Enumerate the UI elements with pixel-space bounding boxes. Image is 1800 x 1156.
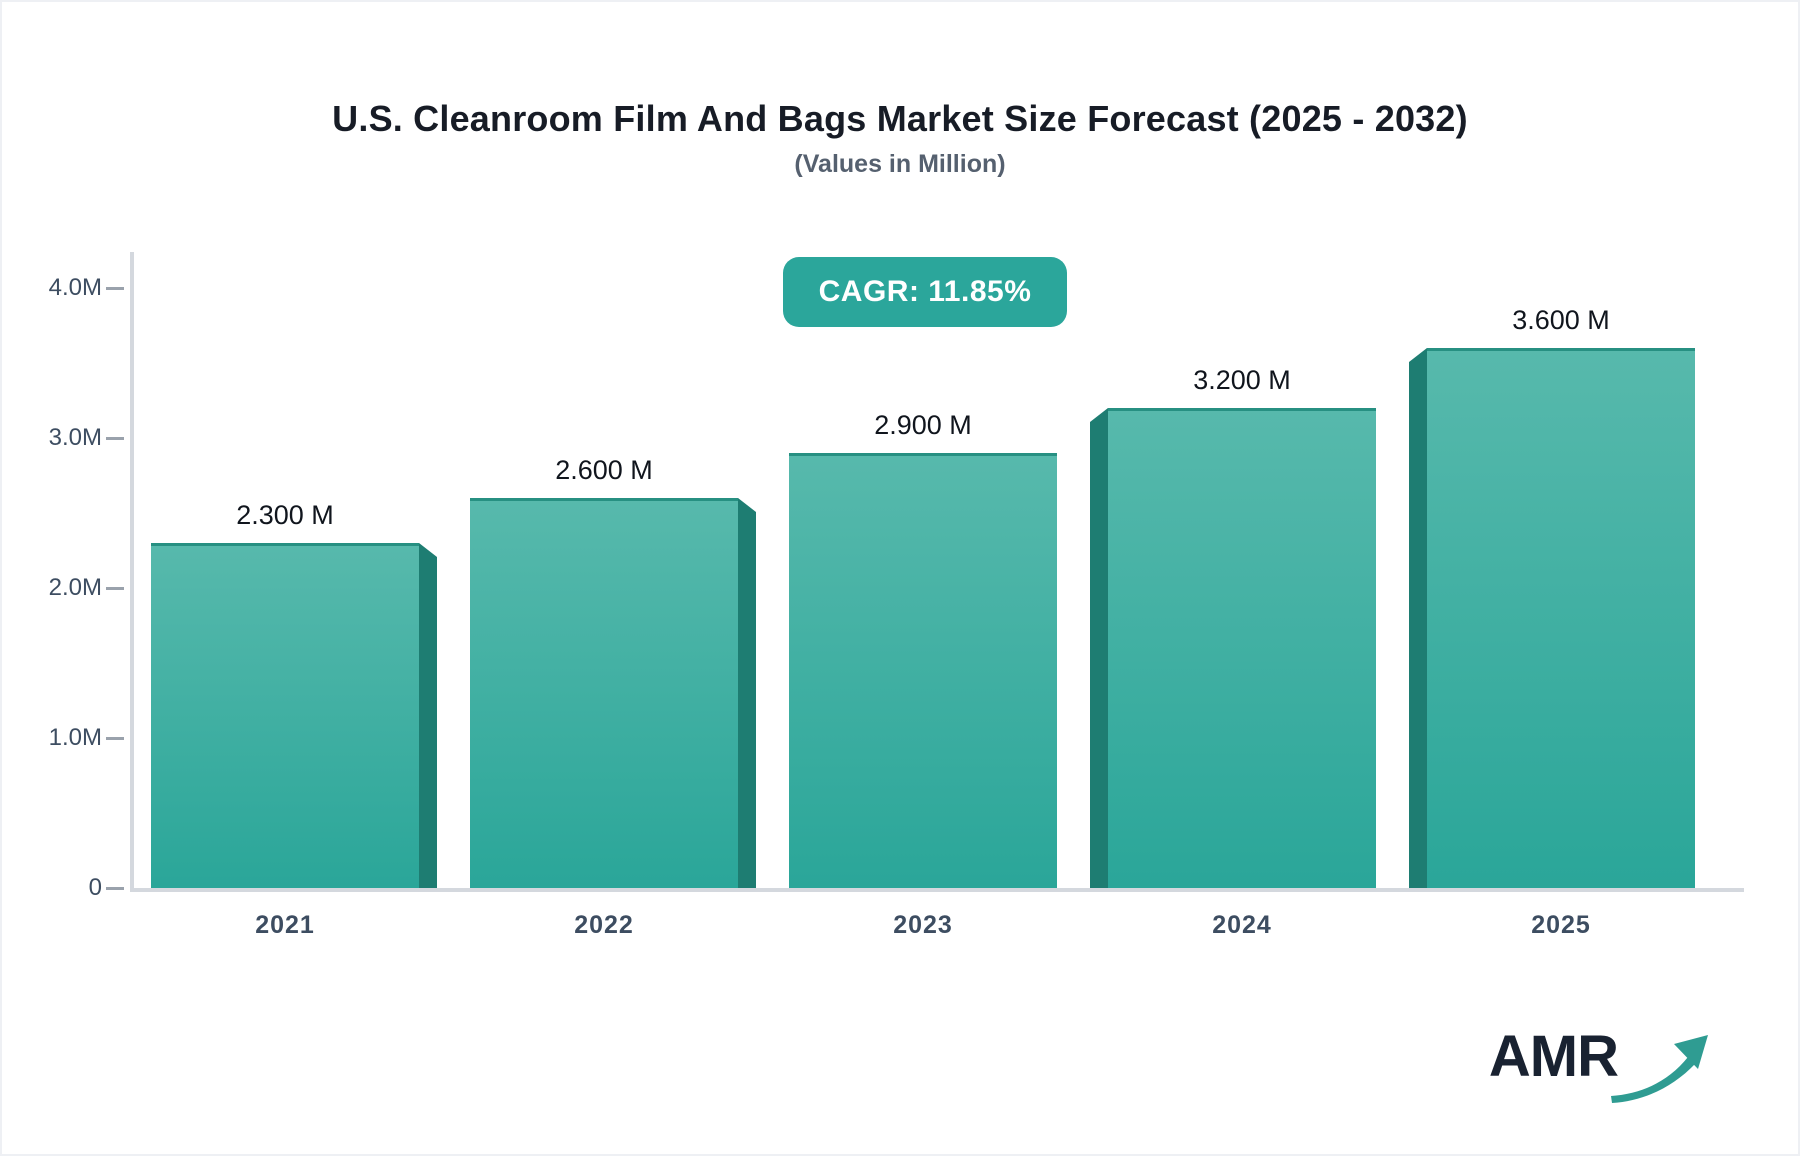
chart-subtitle: (Values in Million) bbox=[794, 150, 1006, 178]
x-axis-line bbox=[130, 888, 1744, 892]
amr-logo-text: AMR bbox=[1488, 1024, 1619, 1089]
y-axis-tick-mark bbox=[106, 587, 124, 590]
x-axis-label: 2023 bbox=[893, 911, 953, 939]
x-axis-label: 2022 bbox=[574, 911, 634, 939]
bar-3d-side bbox=[738, 498, 756, 888]
bar-3d-side bbox=[419, 543, 437, 888]
growth-arrow-icon bbox=[1611, 1035, 1708, 1103]
y-axis-tick-label: 0 bbox=[88, 874, 102, 901]
y-axis-tick-mark bbox=[106, 287, 124, 290]
x-axis-label: 2024 bbox=[1212, 911, 1272, 939]
bar-value-label: 2.300 M bbox=[236, 500, 334, 530]
y-axis-tick-label: 4.0M bbox=[48, 274, 102, 301]
y-axis-tick-mark bbox=[106, 437, 124, 440]
bar bbox=[1108, 408, 1376, 888]
x-axis-label: 2021 bbox=[255, 911, 315, 939]
bar-3d-side bbox=[1409, 348, 1427, 888]
bar-value-label: 3.600 M bbox=[1512, 305, 1610, 335]
cagr-badge: CAGR: 11.85% bbox=[783, 257, 1067, 327]
y-axis-line bbox=[130, 252, 134, 892]
chart-title: U.S. Cleanroom Film And Bags Market Size… bbox=[332, 98, 1468, 139]
amr-logo: AMR bbox=[1489, 1028, 1712, 1112]
bar bbox=[1427, 348, 1695, 888]
y-axis-tick-label: 3.0M bbox=[48, 424, 102, 451]
bar bbox=[470, 498, 738, 888]
bar bbox=[789, 453, 1057, 888]
y-axis-tick-mark bbox=[106, 887, 124, 890]
bar-value-label: 2.900 M bbox=[874, 410, 972, 440]
bar-value-label: 2.600 M bbox=[555, 455, 653, 485]
y-axis-tick-label: 1.0M bbox=[48, 724, 102, 751]
bar-value-label: 3.200 M bbox=[1193, 365, 1291, 395]
y-axis-tick-mark bbox=[106, 737, 124, 740]
bar-3d-side bbox=[1090, 408, 1108, 888]
x-axis-label: 2025 bbox=[1531, 911, 1591, 939]
bar bbox=[151, 543, 419, 888]
y-axis-tick-label: 2.0M bbox=[48, 574, 102, 601]
